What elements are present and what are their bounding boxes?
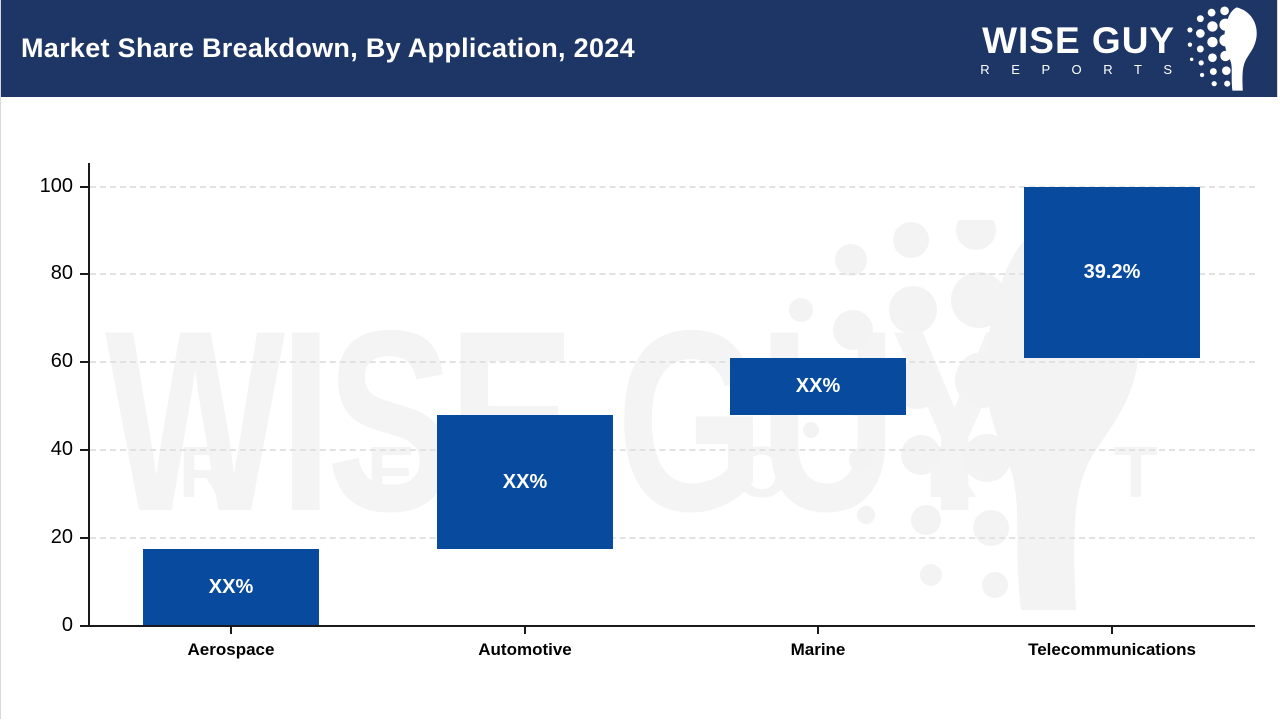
bar-marine: XX% <box>730 357 906 416</box>
x-category-label: Aerospace <box>187 640 275 659</box>
chart-area: WISE GUY R E P O R T S 0 20 40 60 80 100 XX% Ae… <box>1 97 1279 719</box>
wise-guy-logo: WISE GUY R E P O R T S <box>976 5 1261 93</box>
x-category-label: Automotive <box>478 640 572 659</box>
y-tick-mark <box>80 361 88 364</box>
logo-face-icon <box>1187 6 1257 91</box>
y-tick-label: 20 <box>50 526 73 549</box>
chart-title: Market Share Breakdown, By Application, … <box>21 33 635 63</box>
gridline-y100 <box>90 185 1255 188</box>
x-tick-mark <box>524 627 526 634</box>
gridline-y60 <box>90 361 1255 364</box>
x-category-label: Marine <box>790 640 846 659</box>
y-tick-mark <box>80 537 88 540</box>
bar-aerospace: XX% <box>143 549 319 626</box>
y-tick-label: 40 <box>50 438 73 461</box>
y-tick-mark <box>80 273 88 276</box>
bar-value-label: XX% <box>502 470 548 493</box>
x-tick-mark <box>817 627 819 634</box>
x-axis-line <box>88 625 1255 627</box>
bar-value-label: 39.2% <box>1083 260 1141 283</box>
x-tick-mark <box>1111 627 1113 634</box>
bar-automotive: XX% <box>437 415 613 550</box>
logo-subtext: R E P O R T S <box>980 61 1181 77</box>
logo-text: WISE GUY R E P O R T S <box>976 22 1181 76</box>
x-tick-mark <box>230 627 232 634</box>
bar-value-label: XX% <box>795 374 841 397</box>
logo-wordmark: WISE GUY <box>982 19 1176 61</box>
y-tick-mark <box>80 185 88 188</box>
y-tick-label: 0 <box>61 614 73 636</box>
y-tick-label: 100 <box>39 174 73 197</box>
gridline-y40 <box>90 449 1255 452</box>
y-tick-mark <box>80 449 88 452</box>
plot-area: WISE GUY R E P O R T S 0 20 40 60 80 100 XX% Ae… <box>1 97 1279 719</box>
y-axis-line <box>88 163 90 627</box>
bar-telecommunications: 39.2% <box>1024 186 1200 358</box>
gridline-y20 <box>90 537 1255 540</box>
y-tick-label: 60 <box>50 350 73 373</box>
y-tick-mark <box>80 625 88 627</box>
header-banner: Market Share Breakdown, By Application, … <box>1 0 1277 97</box>
y-tick-label: 80 <box>50 262 73 285</box>
bar-value-label: XX% <box>208 576 254 599</box>
x-category-label: Telecommunications <box>1028 640 1196 659</box>
gridline-y80 <box>90 273 1255 276</box>
